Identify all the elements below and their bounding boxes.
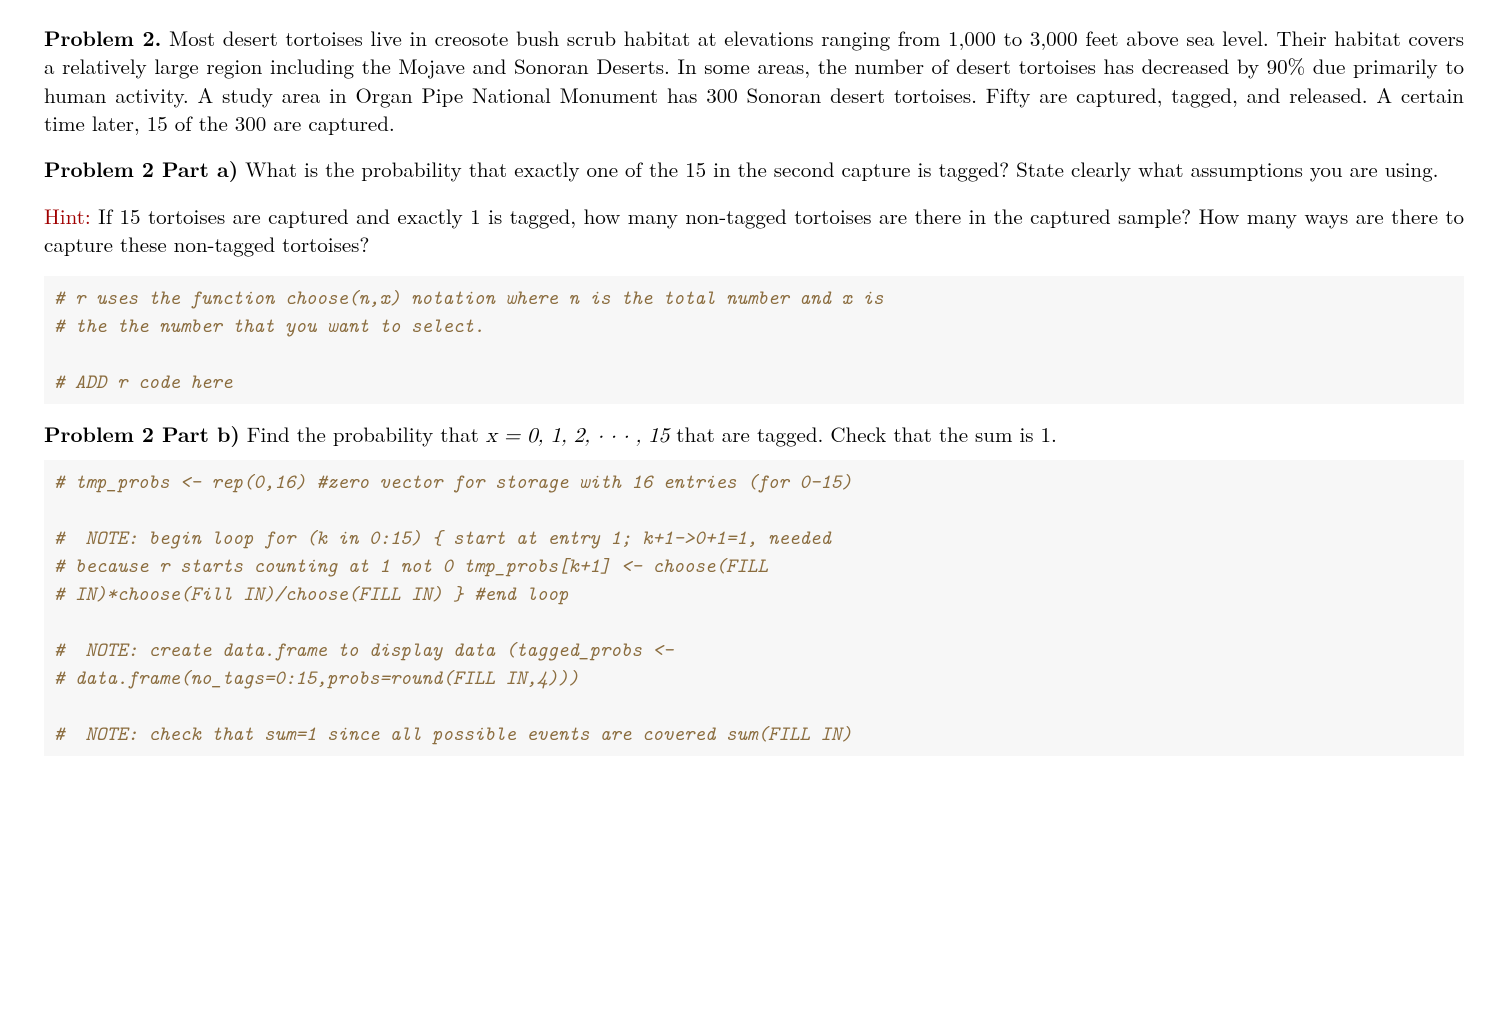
part-b-body-suffix: that are tagged. Check that the sum is 1… — [669, 419, 1057, 449]
part-b-heading: Problem 2 Part b) — [44, 419, 240, 449]
part-b-paragraph: Problem 2 Part b) Find the probability t… — [44, 420, 1464, 451]
part-b-math: x = 0, 1, 2, · · · , 15 — [486, 426, 670, 447]
code-a-line3: # ADD r code here — [54, 369, 233, 395]
problem-2-intro: Problem 2. Most desert tortoises live in… — [44, 24, 1464, 137]
code-b-line5: # NOTE: create data.frame to display dat… — [54, 637, 674, 663]
code-a-line2: # the the number that you want to select… — [54, 313, 485, 339]
code-b-line2: # NOTE: begin loop for (k in 0:15) { sta… — [54, 525, 831, 551]
code-b-line1: # tmp_probs <- rep(0,16) #zero vector fo… — [54, 469, 852, 495]
hint-paragraph: Hint: If 15 tortoises are captured and e… — [44, 202, 1464, 259]
part-a-body: What is the probability that exactly one… — [238, 154, 1438, 184]
problem-2-body: Most desert tortoises live in creosote b… — [44, 23, 1464, 138]
code-b-line4: # IN)*choose(Fill IN)/choose(FILL IN) } … — [54, 581, 569, 607]
part-b-body-prefix: Find the probability that — [240, 419, 486, 449]
problem-2-heading: Problem 2. — [44, 23, 161, 53]
code-b-line3: # because r starts counting at 1 not 0 t… — [54, 553, 768, 579]
code-b-line6: # data.frame(no_tags=0:15,probs=round(FI… — [54, 665, 579, 691]
code-block-b: # tmp_probs <- rep(0,16) #zero vector fo… — [44, 460, 1464, 756]
code-b-line7: # NOTE: check that sum=1 since all possi… — [54, 721, 852, 747]
part-a-heading: Problem 2 Part a) — [44, 154, 238, 184]
part-a-paragraph: Problem 2 Part a) What is the probabilit… — [44, 155, 1464, 183]
code-a-line1: # r uses the function choose(n,x) notati… — [54, 285, 884, 311]
hint-label: Hint: — [44, 201, 91, 231]
hint-body: If 15 tortoises are captured and exactly… — [44, 201, 1464, 259]
code-block-a: # r uses the function choose(n,x) notati… — [44, 276, 1464, 404]
